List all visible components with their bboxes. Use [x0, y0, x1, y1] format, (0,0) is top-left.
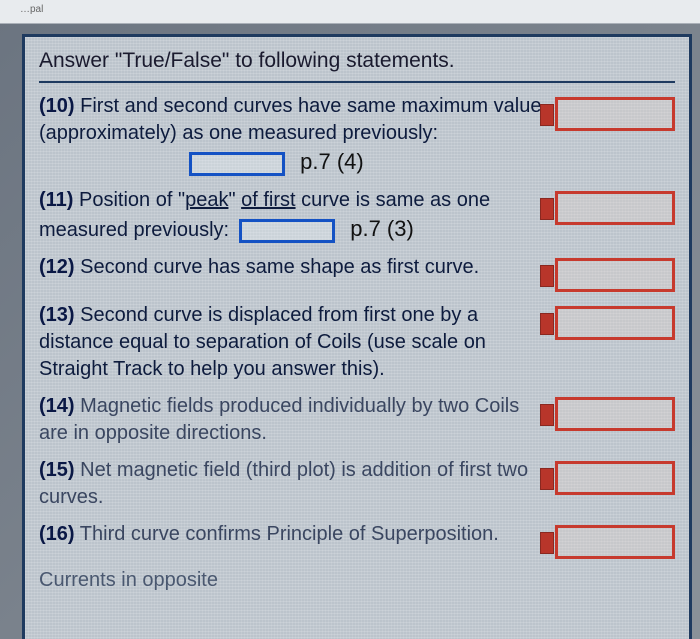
question-body: (15) Net magnetic field (third plot) is …: [39, 457, 547, 511]
box-tab-icon: [540, 468, 554, 490]
question-row: (11) Position of "peak" of first curve i…: [39, 187, 675, 244]
question-row: (13) Second curve is displaced from firs…: [39, 302, 675, 383]
box-tab-icon: [540, 198, 554, 220]
header-text: Answer "True/False" to following stateme…: [39, 49, 455, 72]
answer-box-container: [555, 187, 675, 225]
page-reference: p.7 (3): [350, 216, 414, 241]
question-number: (12): [39, 256, 75, 278]
answer-box-container: [555, 393, 675, 431]
box-tab-icon: [540, 404, 554, 426]
question-body: (11) Position of "peak" of first curve i…: [39, 187, 547, 244]
truefalse-box[interactable]: [555, 258, 675, 292]
question-number: (16): [39, 523, 75, 545]
question-row: (12) Second curve has same shape as firs…: [39, 254, 675, 292]
question-number: (11): [39, 189, 73, 211]
footer-text: Currents in opposite: [39, 569, 675, 592]
question-text: Magnetic fields produced individually by…: [39, 395, 519, 444]
truefalse-box[interactable]: [555, 525, 675, 559]
truefalse-box[interactable]: [555, 461, 675, 495]
question-body: (10) First and second curves have same m…: [39, 93, 547, 177]
question-number: (10): [39, 95, 75, 117]
question-body: (13) Second curve is displaced from firs…: [39, 302, 547, 383]
answer-box-container: [555, 254, 675, 292]
question-row: (10) First and second curves have same m…: [39, 93, 675, 177]
answer-box-container: [555, 302, 675, 340]
box-tab-icon: [540, 532, 554, 554]
truefalse-box[interactable]: [555, 306, 675, 340]
question-row: (15) Net magnetic field (third plot) is …: [39, 457, 675, 511]
truefalse-box[interactable]: [555, 191, 675, 225]
worksheet-header: Answer "True/False" to following stateme…: [39, 43, 675, 83]
question-number: (15): [39, 459, 75, 481]
question-text: Second curve has same shape as first cur…: [80, 256, 479, 278]
answer-blank-box[interactable]: [189, 152, 285, 176]
question-number: (14): [39, 395, 75, 417]
question-row: (14) Magnetic fields produced individual…: [39, 393, 675, 447]
browser-address-bar: …pal: [0, 0, 700, 24]
answer-blank-box[interactable]: [239, 219, 335, 243]
question-body: (14) Magnetic fields produced individual…: [39, 393, 547, 447]
answer-box-container: [555, 93, 675, 131]
question-text: Net magnetic field (third plot) is addit…: [39, 459, 528, 508]
answer-box-container: [555, 457, 675, 495]
truefalse-box[interactable]: [555, 97, 675, 131]
box-tab-icon: [540, 313, 554, 335]
question-text: Third curve confirms Principle of Superp…: [80, 523, 499, 545]
question-row: (16) Third curve confirms Principle of S…: [39, 521, 675, 559]
question-number: (13): [39, 304, 75, 326]
answer-box-container: [555, 521, 675, 559]
page-reference: p.7 (4): [300, 149, 364, 174]
worksheet-page: Answer "True/False" to following stateme…: [22, 34, 692, 639]
truefalse-box[interactable]: [555, 397, 675, 431]
question-body: (16) Third curve confirms Principle of S…: [39, 521, 547, 548]
url-fragment: …pal: [20, 4, 43, 15]
question-text: First and second curves have same maximu…: [39, 95, 541, 144]
box-tab-icon: [540, 104, 554, 126]
question-body: (12) Second curve has same shape as firs…: [39, 254, 547, 281]
question-text: Second curve is displaced from first one…: [39, 304, 486, 380]
box-tab-icon: [540, 265, 554, 287]
